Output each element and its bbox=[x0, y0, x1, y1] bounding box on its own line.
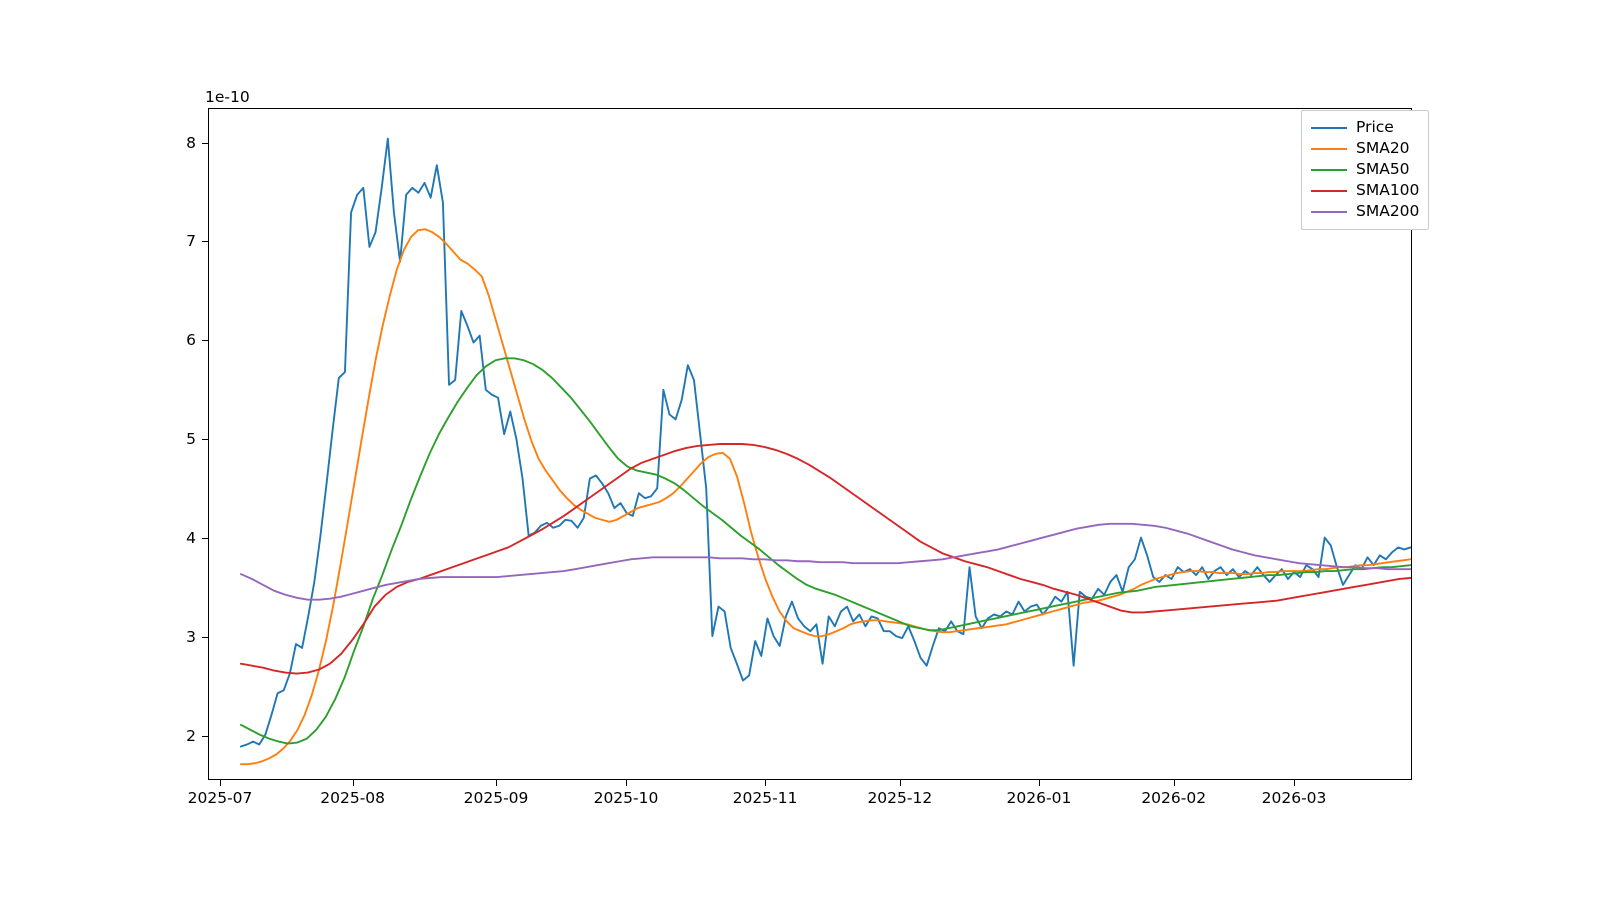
series-line-sma100 bbox=[239, 443, 1411, 675]
y-tick-label: 8 bbox=[186, 133, 196, 152]
y-tick-label: 4 bbox=[186, 528, 196, 547]
series-line-sma50 bbox=[239, 357, 1411, 745]
x-tick-label: 2025-07 bbox=[187, 789, 253, 807]
series-line-price bbox=[239, 137, 1411, 748]
legend-swatch-sma100-icon bbox=[1311, 189, 1347, 192]
y-tick-label: 3 bbox=[186, 627, 196, 646]
legend-label: SMA50 bbox=[1356, 159, 1410, 178]
y-tick-mark bbox=[201, 439, 209, 441]
x-tick-label: 2026-02 bbox=[1141, 789, 1207, 807]
x-tick-label: 2025-10 bbox=[593, 789, 659, 807]
x-tick-mark bbox=[220, 779, 221, 786]
x-tick-mark bbox=[765, 779, 767, 786]
plot-area bbox=[208, 108, 1412, 780]
x-tick-mark bbox=[352, 779, 354, 786]
chart-legend[interactable]: Price SMA20 SMA50 SMA100 SMA200 bbox=[1301, 110, 1430, 230]
x-tick-label: 2026-01 bbox=[1006, 789, 1072, 807]
y-axis-offset-label: 1e-10 bbox=[205, 88, 250, 106]
legend-label: SMA20 bbox=[1356, 138, 1410, 157]
y-tick-mark bbox=[201, 735, 209, 737]
legend-item-sma50[interactable]: SMA50 bbox=[1311, 159, 1419, 180]
legend-item-sma200[interactable]: SMA200 bbox=[1311, 201, 1419, 222]
x-tick-label: 2025-12 bbox=[867, 789, 933, 807]
legend-item-sma20[interactable]: SMA20 bbox=[1311, 138, 1419, 159]
x-tick-label: 2025-09 bbox=[463, 789, 529, 807]
y-tick-label: 2 bbox=[186, 726, 196, 745]
y-tick-mark bbox=[201, 142, 209, 144]
legend-swatch-sma20-icon bbox=[1311, 147, 1347, 150]
y-tick-mark bbox=[201, 340, 209, 342]
x-tick-mark bbox=[899, 779, 901, 786]
x-tick-mark bbox=[1173, 779, 1175, 786]
legend-label: SMA200 bbox=[1356, 201, 1420, 220]
legend-swatch-sma50-icon bbox=[1311, 168, 1347, 171]
series-line-sma20 bbox=[239, 228, 1411, 766]
x-tick-label: 2026-03 bbox=[1261, 789, 1327, 807]
x-tick-mark bbox=[625, 779, 627, 786]
x-tick-label: 2025-08 bbox=[320, 789, 386, 807]
y-tick-mark bbox=[201, 636, 209, 638]
series-line-sma200 bbox=[239, 522, 1411, 601]
chart-lines bbox=[239, 137, 1411, 766]
y-tick-mark bbox=[201, 537, 209, 539]
y-tick-label: 5 bbox=[186, 430, 196, 449]
y-tick-label: 7 bbox=[186, 232, 196, 251]
x-tick-mark bbox=[1294, 779, 1295, 786]
legend-label: SMA100 bbox=[1356, 180, 1420, 199]
x-tick-mark bbox=[496, 779, 498, 786]
x-tick-mark bbox=[1038, 779, 1040, 786]
y-tick-mark bbox=[201, 241, 209, 243]
legend-item-price[interactable]: Price bbox=[1311, 117, 1419, 138]
legend-swatch-price-icon bbox=[1311, 126, 1347, 129]
legend-swatch-sma200-icon bbox=[1311, 210, 1347, 213]
legend-label: Price bbox=[1356, 117, 1394, 136]
legend-item-sma100[interactable]: SMA100 bbox=[1311, 180, 1419, 201]
y-tick-label: 6 bbox=[186, 331, 196, 350]
x-tick-label: 2025-11 bbox=[732, 789, 798, 807]
